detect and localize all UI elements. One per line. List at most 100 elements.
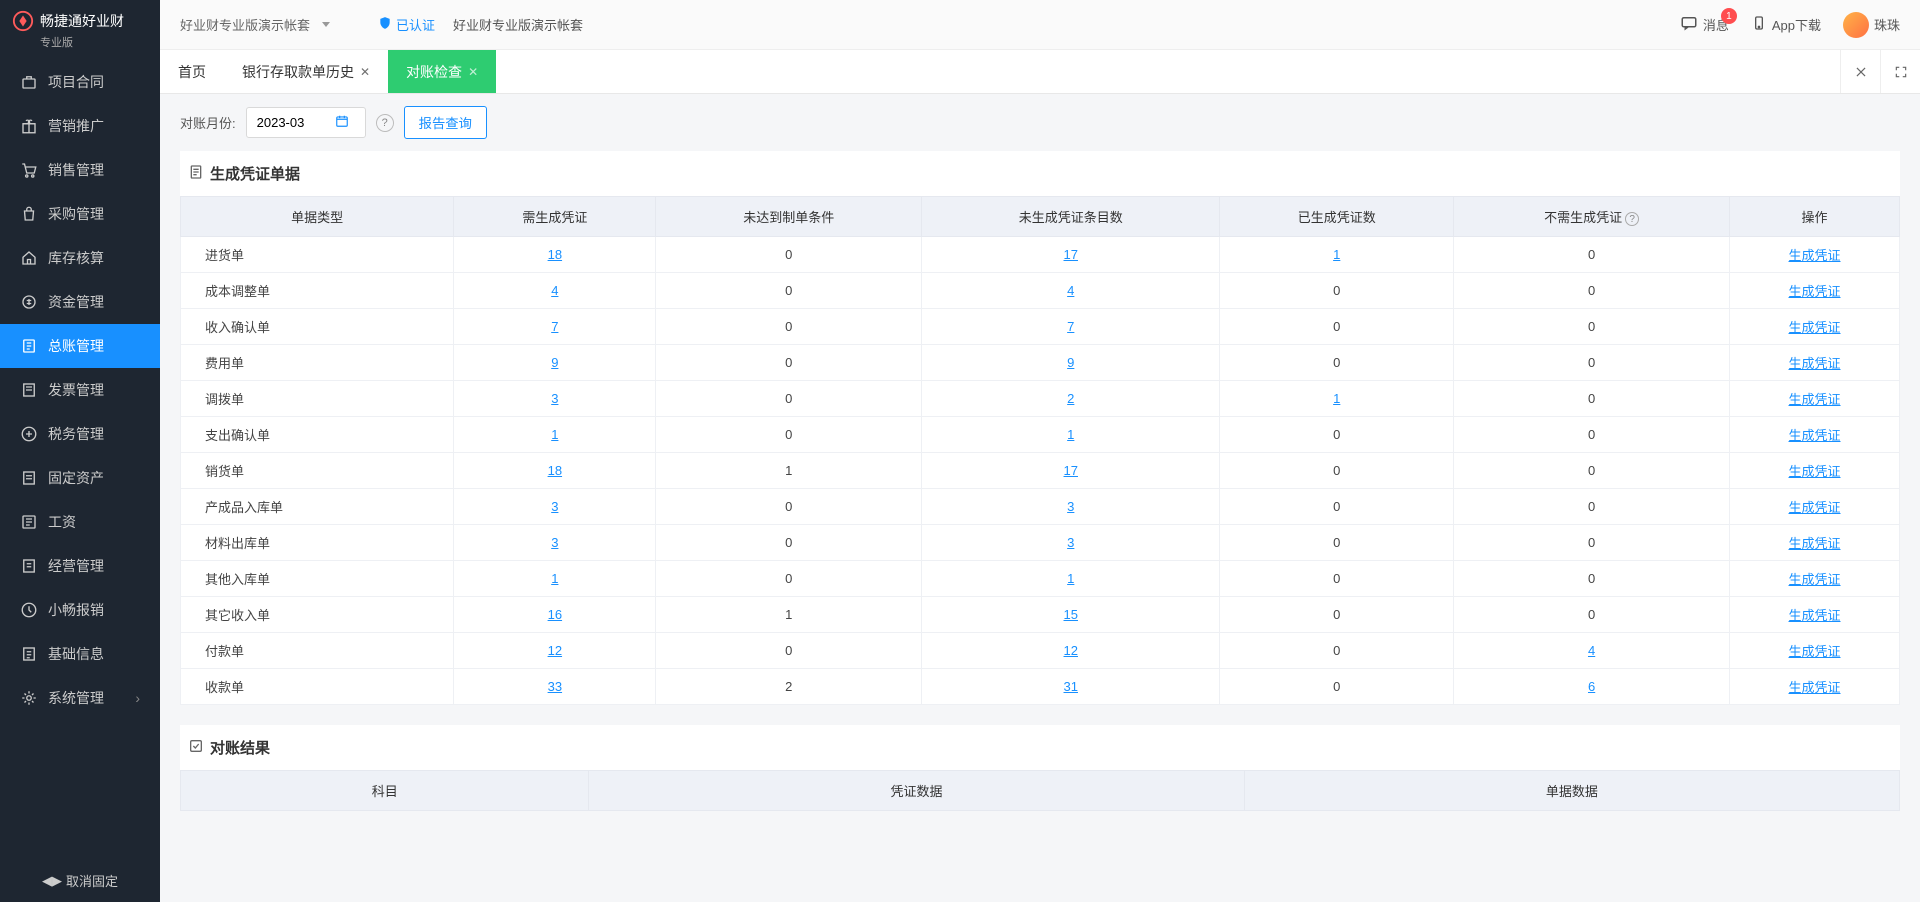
generate-voucher-link[interactable]: 生成凭证 (1789, 464, 1841, 479)
account-selector[interactable]: 好业财专业版演示帐套 (180, 15, 330, 34)
cell-link[interactable]: 1 (1067, 571, 1074, 586)
app-download-button[interactable]: App下载 (1751, 15, 1821, 34)
generate-voucher-link[interactable]: 生成凭证 (1789, 500, 1841, 515)
messages-button[interactable]: 消息 1 (1680, 14, 1729, 35)
generate-voucher-link[interactable]: 生成凭证 (1789, 572, 1841, 587)
sidebar-item-8[interactable]: 税务管理 (0, 412, 160, 456)
brand-logo-icon (12, 10, 34, 32)
table-row: 材料出库单30300生成凭证 (181, 525, 1900, 561)
cell-link[interactable]: 3 (551, 391, 558, 406)
cell-link[interactable]: 18 (548, 463, 562, 478)
sidebar-item-10[interactable]: 工资 (0, 500, 160, 544)
sidebar-item-14[interactable]: 系统管理 (0, 676, 160, 720)
tab-label: 银行存取款单历史 (242, 62, 354, 82)
cell-link[interactable]: 6 (1588, 679, 1595, 694)
generate-voucher-link[interactable]: 生成凭证 (1789, 320, 1841, 335)
result-section: 对账结果 科目凭证数据单据数据 (180, 725, 1900, 811)
sidebar-item-3[interactable]: 采购管理 (0, 192, 160, 236)
generate-voucher-link[interactable]: 生成凭证 (1789, 356, 1841, 371)
tabs-bar: 首页银行存取款单历史✕对账检查✕ (160, 50, 1920, 94)
cell-link[interactable]: 18 (548, 247, 562, 262)
tab-close-button[interactable] (1840, 50, 1880, 93)
cell-link[interactable]: 33 (548, 679, 562, 694)
cell-value: 0 (785, 643, 792, 658)
coin-icon (20, 293, 38, 311)
cell-link[interactable]: 4 (551, 283, 558, 298)
content-scroll[interactable]: 生成凭证单据 单据类型需生成凭证未达到制单条件未生成凭证条目数已生成凭证数不需生… (160, 151, 1920, 902)
sidebar-item-4[interactable]: 库存核算 (0, 236, 160, 280)
sidebar-item-13[interactable]: 基础信息 (0, 632, 160, 676)
sidebar-item-9[interactable]: 固定资产 (0, 456, 160, 500)
cell-link[interactable]: 12 (548, 643, 562, 658)
cell-link[interactable]: 16 (548, 607, 562, 622)
month-input-field[interactable] (257, 115, 327, 130)
cell-value: 0 (785, 247, 792, 262)
cell-link[interactable]: 1 (1333, 391, 1340, 406)
cell-link[interactable]: 7 (1067, 319, 1074, 334)
cell-link[interactable]: 4 (1588, 643, 1595, 658)
tab-label: 首页 (178, 62, 206, 82)
fullscreen-button[interactable] (1880, 50, 1920, 93)
cell-value: 0 (1333, 499, 1340, 514)
result-table: 科目凭证数据单据数据 (180, 770, 1900, 811)
user-menu[interactable]: 珠珠 (1843, 12, 1900, 38)
cell-link[interactable]: 17 (1064, 463, 1078, 478)
cell-value: 0 (785, 571, 792, 586)
cell-link[interactable]: 17 (1064, 247, 1078, 262)
voucher-col-1: 需生成凭证 (454, 197, 656, 237)
cell-link[interactable]: 12 (1064, 643, 1078, 658)
generate-voucher-link[interactable]: 生成凭证 (1789, 608, 1841, 623)
sidebar-item-1[interactable]: 营销推广 (0, 104, 160, 148)
cell-link[interactable]: 9 (1067, 355, 1074, 370)
tab-1[interactable]: 银行存取款单历史 ✕ (224, 50, 388, 93)
filter-bar: 对账月份: ? 报告查询 (160, 94, 1920, 151)
cell-link[interactable]: 3 (551, 499, 558, 514)
close-icon[interactable]: ✕ (360, 65, 370, 79)
cell-link[interactable]: 3 (1067, 535, 1074, 550)
cell-value: 0 (785, 283, 792, 298)
tab-0[interactable]: 首页 (160, 50, 224, 93)
cell-value: 2 (785, 679, 792, 694)
cell-link[interactable]: 1 (551, 571, 558, 586)
cell-type: 材料出库单 (181, 525, 454, 561)
shield-icon (378, 16, 392, 33)
sidebar-item-6[interactable]: 总账管理 (0, 324, 160, 368)
sidebar-item-7[interactable]: 发票管理 (0, 368, 160, 412)
brand-sub: 专业版 (0, 34, 160, 60)
sidebar-item-2[interactable]: 销售管理 (0, 148, 160, 192)
sidebar-item-0[interactable]: 项目合同 (0, 60, 160, 104)
sidebar-item-label: 项目合同 (48, 72, 104, 92)
cell-value: 0 (785, 319, 792, 334)
cell-link[interactable]: 1 (1333, 247, 1340, 262)
table-row: 收款单3323106生成凭证 (181, 669, 1900, 705)
cell-link[interactable]: 1 (551, 427, 558, 442)
generate-voucher-link[interactable]: 生成凭证 (1789, 536, 1841, 551)
generate-voucher-link[interactable]: 生成凭证 (1789, 428, 1841, 443)
cell-link[interactable]: 4 (1067, 283, 1074, 298)
cell-link[interactable]: 1 (1067, 427, 1074, 442)
cell-link[interactable]: 31 (1064, 679, 1078, 694)
cell-link[interactable]: 2 (1067, 391, 1074, 406)
verified-badge: 已认证 (378, 15, 435, 34)
voucher-col-5: 不需生成凭证? (1454, 197, 1730, 237)
generate-voucher-link[interactable]: 生成凭证 (1789, 248, 1841, 263)
generate-voucher-link[interactable]: 生成凭证 (1789, 644, 1841, 659)
question-icon[interactable]: ? (1625, 212, 1639, 226)
cell-link[interactable]: 7 (551, 319, 558, 334)
month-input[interactable] (246, 107, 366, 138)
close-icon[interactable]: ✕ (468, 65, 478, 79)
generate-voucher-link[interactable]: 生成凭证 (1789, 284, 1841, 299)
cell-link[interactable]: 15 (1064, 607, 1078, 622)
generate-voucher-link[interactable]: 生成凭证 (1789, 392, 1841, 407)
cell-link[interactable]: 9 (551, 355, 558, 370)
sidebar-item-12[interactable]: 小畅报销 (0, 588, 160, 632)
cell-link[interactable]: 3 (551, 535, 558, 550)
sidebar-item-5[interactable]: 资金管理 (0, 280, 160, 324)
generate-voucher-link[interactable]: 生成凭证 (1789, 680, 1841, 695)
report-query-button[interactable]: 报告查询 (404, 106, 487, 139)
cell-link[interactable]: 3 (1067, 499, 1074, 514)
sidebar-unpin[interactable]: ◀▶ 取消固定 (0, 859, 160, 902)
tab-2[interactable]: 对账检查✕ (388, 50, 496, 93)
help-icon[interactable]: ? (376, 114, 394, 132)
sidebar-item-11[interactable]: 经营管理 (0, 544, 160, 588)
